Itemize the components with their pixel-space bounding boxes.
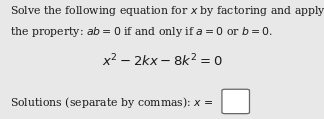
FancyBboxPatch shape bbox=[222, 89, 249, 114]
Text: the property: $ab = 0$ if and only if $a = 0$ or $b = 0$.: the property: $ab = 0$ if and only if $a… bbox=[10, 25, 273, 39]
Text: Solve the following equation for $x$ by factoring and applying: Solve the following equation for $x$ by … bbox=[10, 4, 324, 18]
Text: Solutions (separate by commas): $x$ =: Solutions (separate by commas): $x$ = bbox=[10, 95, 214, 110]
Text: $x^2 - 2kx - 8k^2 = 0$: $x^2 - 2kx - 8k^2 = 0$ bbox=[102, 52, 222, 69]
